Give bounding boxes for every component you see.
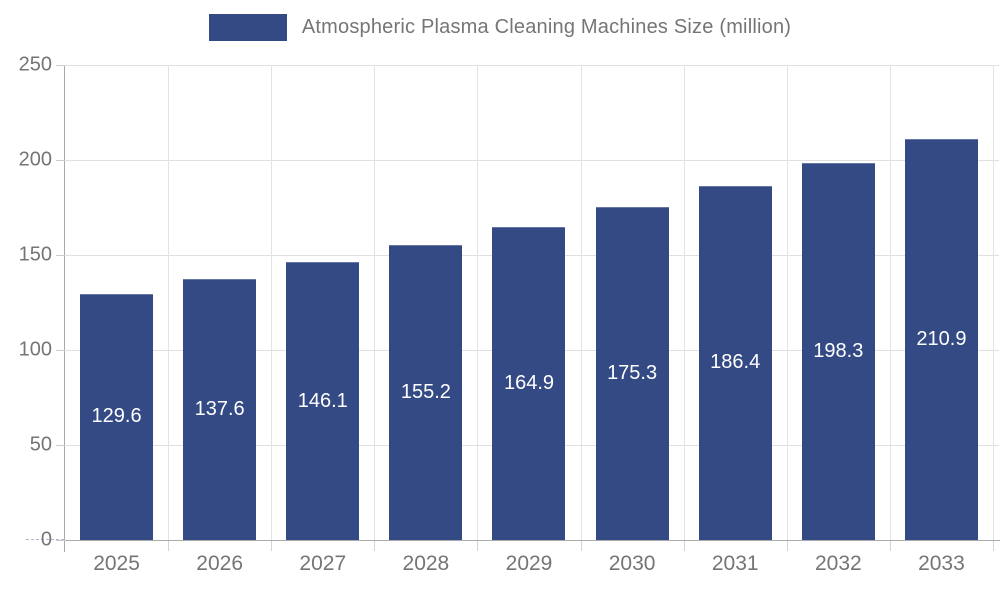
- bar-slot: 198.3: [787, 65, 890, 540]
- bar-value-label: 146.1: [297, 389, 348, 412]
- y-tick: [56, 255, 65, 256]
- x-category-label: 2027: [299, 552, 347, 575]
- bar-value-label: 198.3: [813, 340, 864, 363]
- x-category-label: 2029: [505, 552, 553, 575]
- bar-slot: 155.2: [374, 65, 477, 540]
- y-tick: [56, 160, 65, 161]
- bar-value-label: 155.2: [400, 381, 451, 404]
- x-category-label: 2033: [918, 552, 965, 575]
- x-tick: [683, 541, 685, 551]
- y-tick-label: 200: [18, 148, 52, 171]
- x-tick: [786, 541, 788, 551]
- x-tick: [580, 541, 582, 551]
- bar[interactable]: 175.3: [595, 206, 669, 540]
- x-tick: [993, 541, 994, 551]
- bar-slot: 186.4: [684, 65, 787, 540]
- v-gridline: [786, 65, 788, 540]
- bar[interactable]: 198.3: [801, 163, 875, 540]
- bar[interactable]: 164.9: [492, 226, 566, 540]
- y-tick: [56, 540, 65, 541]
- plot-area: 0 50 100 150 200 250 129.6 2025 137.6 2026 146.1 20…: [19, 54, 999, 575]
- x-tick: [374, 541, 376, 551]
- bar-value-label: 210.9: [916, 328, 967, 351]
- x-category-label: 2030: [608, 552, 656, 575]
- v-gridline: [683, 65, 685, 540]
- y-tick-label: 50: [29, 433, 52, 456]
- v-gridline: [993, 65, 994, 540]
- bar-slot: 175.3: [581, 65, 684, 540]
- bar-value-label: 164.9: [503, 371, 555, 394]
- x-category-label: 2028: [402, 552, 450, 575]
- bar-value-label: 129.6: [91, 405, 142, 428]
- h-gridline: [65, 160, 999, 161]
- zero-dash-line: [26, 539, 64, 540]
- h-gridline: [65, 65, 999, 66]
- x-tick: [477, 541, 479, 551]
- bar-value-label: 137.6: [194, 397, 245, 420]
- y-tick: [56, 445, 65, 446]
- bar[interactable]: 129.6: [80, 293, 154, 540]
- v-gridline: [168, 65, 170, 540]
- x-axis-line: [58, 540, 1000, 541]
- y-tick-label: 250: [18, 53, 52, 76]
- y-tick-label: 150: [18, 243, 52, 266]
- x-category-label: 2031: [711, 552, 759, 575]
- x-tick: [889, 541, 891, 551]
- legend[interactable]: Atmospheric Plasma Cleaning Machines Siz…: [0, 14, 1000, 41]
- bar-slot: 137.6: [168, 65, 271, 540]
- bar-slot: 146.1: [271, 65, 374, 540]
- x-tick: [271, 541, 273, 551]
- v-gridline: [889, 65, 891, 540]
- v-gridline: [271, 65, 273, 540]
- v-gridline: [580, 65, 582, 540]
- bar[interactable]: 210.9: [904, 139, 978, 540]
- bar-value-label: 175.3: [607, 361, 658, 384]
- legend-swatch: [208, 14, 287, 41]
- bar[interactable]: 186.4: [698, 185, 772, 540]
- v-gridline: [374, 65, 376, 540]
- bar-slot: 210.9: [890, 65, 993, 540]
- bar-slot: 164.9: [477, 65, 580, 540]
- bar[interactable]: 146.1: [286, 262, 360, 540]
- x-category-label: 2032: [814, 552, 862, 575]
- y-tick-label: 0: [40, 528, 52, 551]
- y-tick: [56, 65, 65, 66]
- bar-slot: 129.6: [65, 65, 168, 540]
- bar[interactable]: 155.2: [389, 245, 463, 540]
- x-tick: [168, 541, 170, 551]
- y-tick: [56, 350, 65, 351]
- bar[interactable]: 137.6: [183, 278, 257, 540]
- x-category-label: 2026: [196, 552, 244, 575]
- v-gridline: [477, 65, 479, 540]
- y-tick-label: 100: [18, 338, 52, 361]
- bar-value-label: 186.4: [710, 351, 761, 374]
- x-category-label: 2025: [93, 552, 140, 575]
- legend-label: Atmospheric Plasma Cleaning Machines Siz…: [301, 16, 792, 38]
- y-axis-line: [64, 65, 65, 552]
